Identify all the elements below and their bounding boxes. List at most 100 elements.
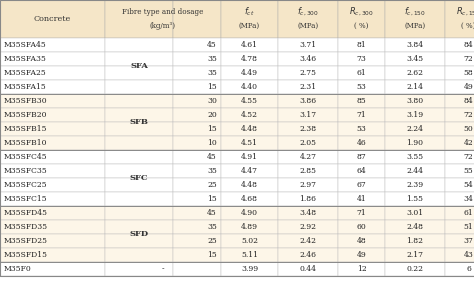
Bar <box>338 220 385 234</box>
Bar <box>0 234 105 248</box>
Text: SFA: SFA <box>130 62 148 70</box>
Bar <box>338 248 385 262</box>
Bar <box>278 80 338 94</box>
Bar <box>338 38 385 52</box>
Bar <box>105 66 173 80</box>
Text: 71: 71 <box>356 111 366 119</box>
Text: 73: 73 <box>356 55 366 63</box>
Bar <box>221 220 278 234</box>
Text: 5.11: 5.11 <box>241 251 258 259</box>
Text: 2.24: 2.24 <box>407 125 423 133</box>
Bar <box>221 150 278 164</box>
Bar <box>385 192 445 206</box>
Bar <box>338 94 385 108</box>
Bar <box>338 262 385 276</box>
Bar <box>445 136 474 150</box>
Text: 2.48: 2.48 <box>407 223 423 231</box>
Text: 4.27: 4.27 <box>300 153 317 161</box>
Bar <box>173 234 221 248</box>
Bar <box>0 206 105 220</box>
Text: M35SFB15: M35SFB15 <box>4 125 47 133</box>
Text: 58: 58 <box>464 69 474 77</box>
Bar <box>338 136 385 150</box>
Bar <box>173 0 221 38</box>
Text: 3.86: 3.86 <box>300 97 317 105</box>
Bar <box>385 262 445 276</box>
Bar <box>173 38 221 52</box>
Bar <box>173 164 221 178</box>
Text: 45: 45 <box>207 153 217 161</box>
Bar <box>338 164 385 178</box>
Bar <box>173 108 221 122</box>
Text: SFC: SFC <box>130 174 148 182</box>
Text: 4.90: 4.90 <box>241 209 258 217</box>
Text: 71: 71 <box>356 209 366 217</box>
Bar <box>385 80 445 94</box>
Bar <box>445 94 474 108</box>
Text: M35SFC35: M35SFC35 <box>4 167 48 175</box>
Bar <box>445 248 474 262</box>
Text: 2.62: 2.62 <box>407 69 423 77</box>
Bar <box>173 150 221 164</box>
Bar <box>445 164 474 178</box>
Text: M35SFC15: M35SFC15 <box>4 195 47 203</box>
Text: M35SFD15: M35SFD15 <box>4 251 48 259</box>
Bar <box>0 150 105 164</box>
Text: 64: 64 <box>356 167 366 175</box>
Text: Concrete: Concrete <box>34 15 71 23</box>
Text: 15: 15 <box>207 251 217 259</box>
Text: 2.97: 2.97 <box>300 181 317 189</box>
Text: (kg/m³): (kg/m³) <box>150 22 176 30</box>
Bar <box>105 52 173 66</box>
Bar <box>0 164 105 178</box>
Bar <box>278 94 338 108</box>
Text: M35SFA15: M35SFA15 <box>4 83 47 91</box>
Text: 55: 55 <box>464 167 474 175</box>
Text: 35: 35 <box>207 55 217 63</box>
Bar <box>338 206 385 220</box>
Bar <box>105 234 173 248</box>
Bar <box>105 0 173 38</box>
Text: M35F0: M35F0 <box>4 265 32 273</box>
Text: 1.55: 1.55 <box>407 195 423 203</box>
Bar <box>221 0 278 38</box>
Text: ( %): ( %) <box>354 22 369 30</box>
Text: 30: 30 <box>207 97 217 105</box>
Text: 53: 53 <box>356 125 366 133</box>
Bar <box>0 80 105 94</box>
Text: 46: 46 <box>356 139 366 147</box>
Text: 49: 49 <box>464 83 474 91</box>
Bar <box>385 38 445 52</box>
Bar <box>173 94 221 108</box>
Bar <box>338 66 385 80</box>
Bar <box>221 164 278 178</box>
Text: 1.86: 1.86 <box>300 195 317 203</box>
Bar <box>0 248 105 262</box>
Bar <box>105 38 173 52</box>
Bar <box>105 80 173 94</box>
Bar <box>221 234 278 248</box>
Text: 2.38: 2.38 <box>300 125 317 133</box>
Text: 3.71: 3.71 <box>300 41 317 49</box>
Bar <box>173 136 221 150</box>
Text: M35SFA35: M35SFA35 <box>4 55 47 63</box>
Bar <box>445 80 474 94</box>
Text: SFB: SFB <box>129 118 148 126</box>
Text: $f_{ct}$: $f_{ct}$ <box>244 5 255 18</box>
Text: 3.45: 3.45 <box>406 55 424 63</box>
Text: -: - <box>162 265 164 273</box>
Bar <box>385 108 445 122</box>
Text: 4.49: 4.49 <box>241 69 258 77</box>
Text: 15: 15 <box>207 125 217 133</box>
Text: 25: 25 <box>207 237 217 245</box>
Bar <box>0 122 105 136</box>
Bar <box>221 192 278 206</box>
Text: $R_{c,150}$: $R_{c,150}$ <box>456 5 474 18</box>
Bar <box>173 262 221 276</box>
Text: 4.61: 4.61 <box>241 41 258 49</box>
Text: 60: 60 <box>356 223 366 231</box>
Text: 50: 50 <box>464 125 474 133</box>
Bar <box>278 66 338 80</box>
Text: 25: 25 <box>207 181 217 189</box>
Bar <box>278 52 338 66</box>
